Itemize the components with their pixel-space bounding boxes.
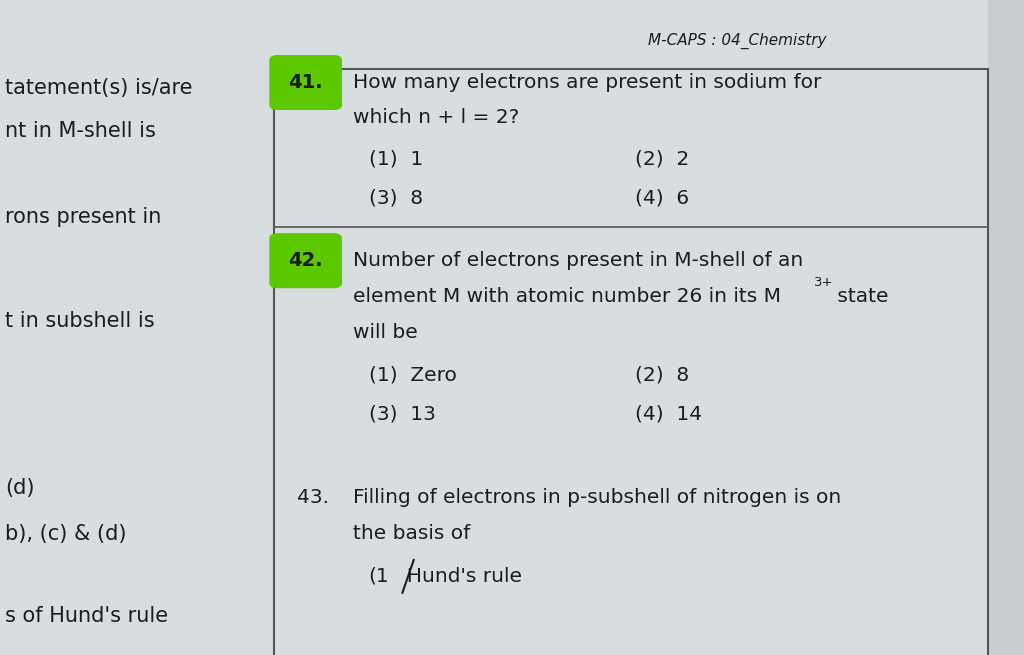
Text: (3)  13: (3) 13 — [369, 404, 435, 424]
Text: (2)  8: (2) 8 — [635, 365, 689, 384]
Text: nt in M-shell is: nt in M-shell is — [5, 121, 156, 141]
FancyBboxPatch shape — [269, 55, 342, 110]
Text: Number of electrons present in M-shell of an: Number of electrons present in M-shell o… — [353, 250, 804, 270]
Text: will be: will be — [353, 322, 418, 342]
Text: element M with atomic number 26 in its M: element M with atomic number 26 in its M — [353, 286, 781, 306]
Text: (1: (1 — [369, 567, 389, 586]
FancyBboxPatch shape — [0, 0, 988, 655]
Text: Hund's rule: Hund's rule — [394, 567, 522, 586]
Text: (4)  14: (4) 14 — [635, 404, 702, 424]
Text: (3)  8: (3) 8 — [369, 188, 423, 208]
FancyBboxPatch shape — [269, 233, 342, 288]
Text: 42.: 42. — [289, 251, 323, 271]
Text: 3+: 3+ — [814, 276, 834, 290]
Text: (1)  1: (1) 1 — [369, 149, 423, 168]
Text: (2)  2: (2) 2 — [635, 149, 689, 168]
Text: b), (c) & (d): b), (c) & (d) — [5, 524, 127, 544]
Text: state: state — [831, 286, 889, 306]
Text: (d): (d) — [5, 478, 35, 498]
Text: tatement(s) is/are: tatement(s) is/are — [5, 79, 193, 98]
Text: the basis of: the basis of — [353, 524, 471, 544]
Text: (1)  Zero: (1) Zero — [369, 365, 457, 384]
Text: 41.: 41. — [289, 73, 323, 92]
Text: rons present in: rons present in — [5, 208, 162, 227]
Text: which n + l = 2?: which n + l = 2? — [353, 108, 519, 128]
Text: t in subshell is: t in subshell is — [5, 311, 155, 331]
Text: 43.: 43. — [297, 488, 329, 508]
Text: s of Hund's rule: s of Hund's rule — [5, 606, 168, 626]
FancyBboxPatch shape — [942, 0, 1024, 124]
Text: Filling of electrons in p-subshell of nitrogen is on: Filling of electrons in p-subshell of ni… — [353, 488, 842, 508]
Text: M-CAPS : 04_Chemistry: M-CAPS : 04_Chemistry — [648, 33, 826, 48]
Text: How many electrons are present in sodium for: How many electrons are present in sodium… — [353, 73, 821, 92]
Text: (4)  6: (4) 6 — [635, 188, 689, 208]
FancyBboxPatch shape — [988, 0, 1024, 655]
